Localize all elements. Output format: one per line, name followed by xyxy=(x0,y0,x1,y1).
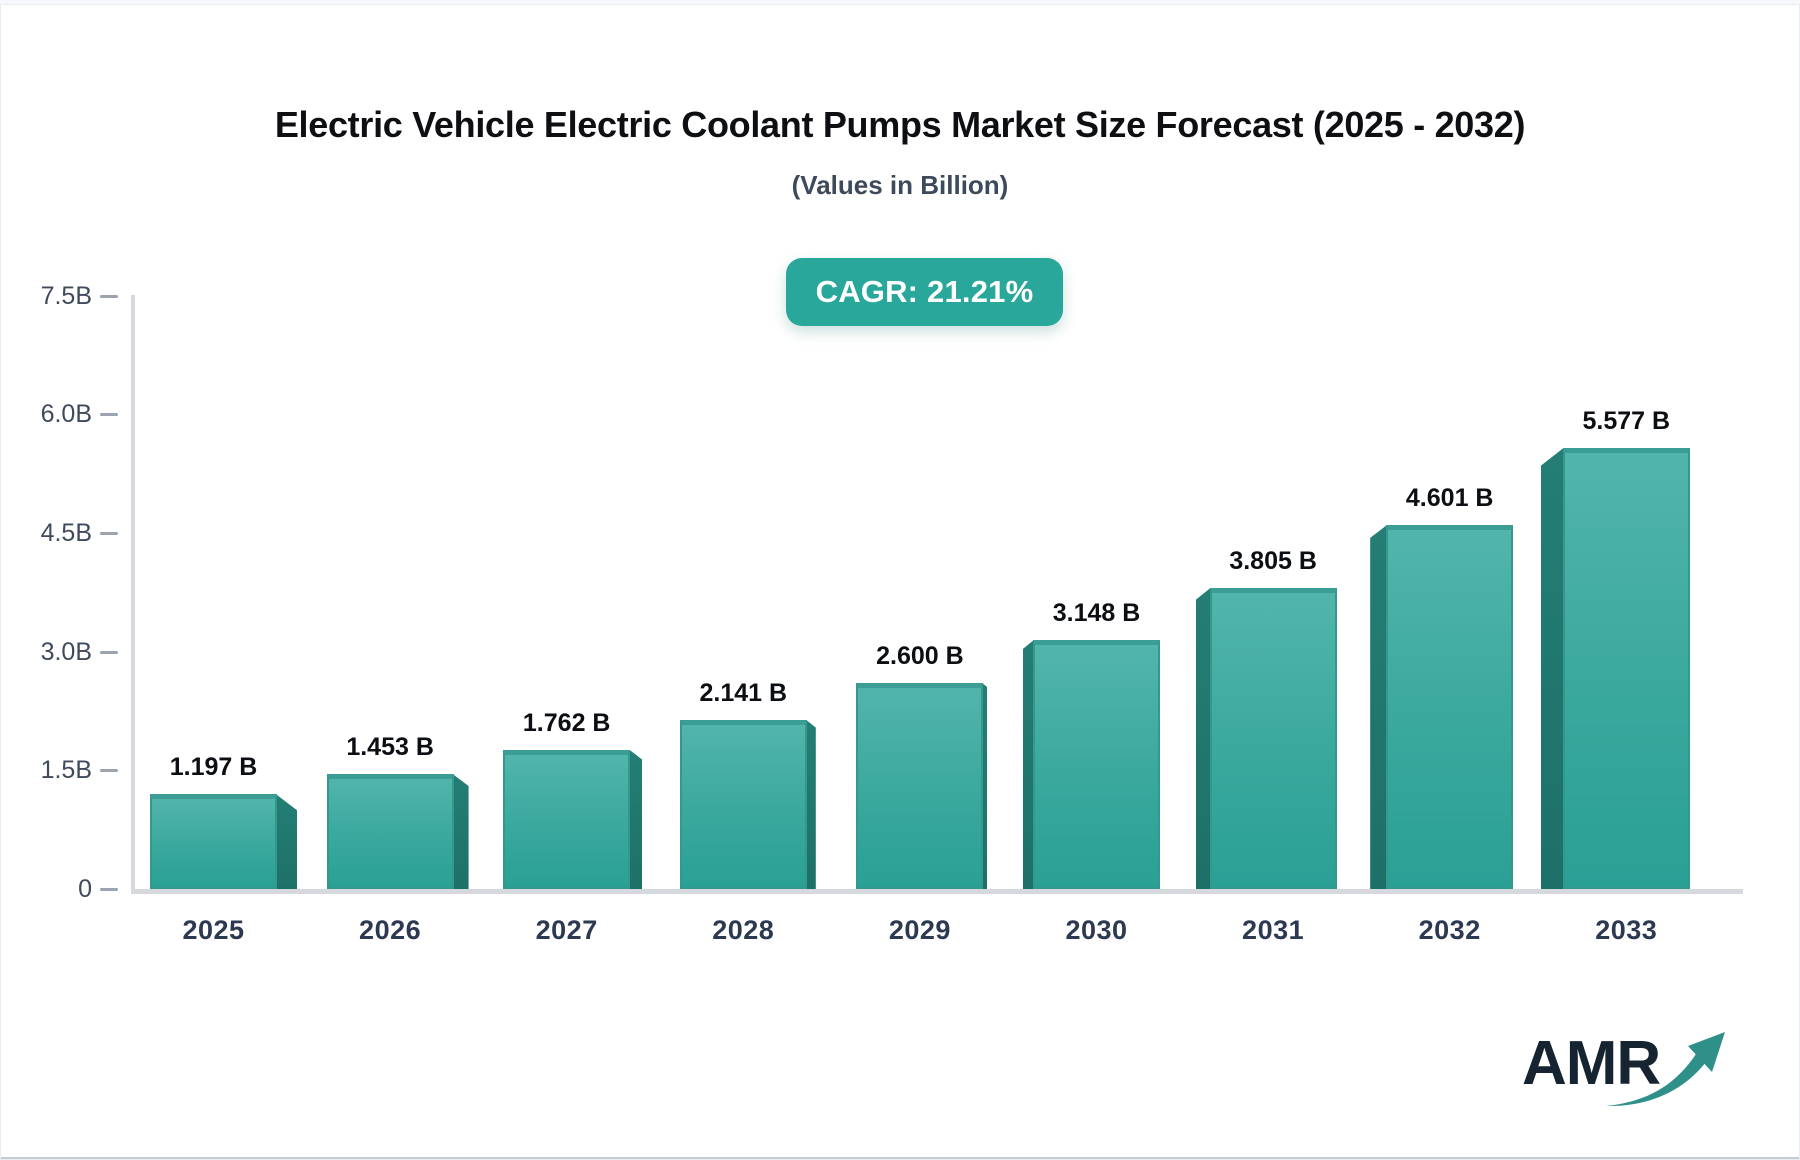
bar-side-2031 xyxy=(1195,587,1211,894)
x-tick-label-2028: 2028 xyxy=(712,915,775,945)
y-tick-label-3: 3.0B xyxy=(40,637,92,666)
bar-value-label-2026: 1.453 B xyxy=(346,733,434,762)
bar-2033[interactable] xyxy=(1562,447,1690,889)
bar-value-label-2025: 1.197 B xyxy=(169,753,258,782)
bar-2032[interactable] xyxy=(1386,524,1514,889)
bar-2027[interactable] xyxy=(503,749,631,889)
bar-side-2025 xyxy=(276,794,297,894)
bar-value-label-2028: 2.141 B xyxy=(699,678,788,707)
x-tick-label-2027: 2027 xyxy=(535,915,598,945)
x-tick-label-2030: 2030 xyxy=(1065,915,1128,945)
bar-side-2029 xyxy=(982,683,988,894)
x-tick-label-2031: 2031 xyxy=(1242,915,1305,945)
plot-area: 7.5B 6.0B 4.5B 3.0B 1.5B 0 1.197 B 2025 1.453 B 2… xyxy=(0,4,1800,1160)
bar-value-label-2027: 1.762 B xyxy=(522,708,611,737)
x-tick-label-2032: 2032 xyxy=(1418,915,1481,945)
y-tick-mark-1 xyxy=(100,413,118,417)
x-tick-label-2033: 2033 xyxy=(1595,915,1658,945)
page-title: Electric Vehicle Electric Coolant Pumps … xyxy=(274,104,1526,145)
bar-side-2026 xyxy=(452,774,469,894)
y-tick-label-2: 4.5B xyxy=(40,518,92,547)
bar-2029[interactable] xyxy=(856,683,984,889)
bar-2030[interactable] xyxy=(1033,639,1160,889)
bar-value-label-2031: 3.805 B xyxy=(1229,546,1317,575)
amr-logo-text: AMR xyxy=(1522,1029,1661,1098)
x-tick-label-2029: 2029 xyxy=(888,915,951,945)
bar-value-label-2032: 4.601 B xyxy=(1405,483,1494,512)
bar-side-2028 xyxy=(805,719,816,894)
x-axis-line xyxy=(131,889,1743,894)
y-tick-mark-5 xyxy=(100,888,118,891)
bar-2031[interactable] xyxy=(1209,587,1337,889)
bar-side-2033 xyxy=(1540,447,1564,894)
bar-value-label-2033: 5.577 B xyxy=(1582,406,1671,435)
y-tick-mark-0 xyxy=(100,294,118,298)
cagr-badge: CAGR: 21.21% xyxy=(786,258,1063,326)
y-tick-label-4: 1.5B xyxy=(40,756,92,785)
bar-side-2032 xyxy=(1370,524,1388,894)
logo-arrow-icon xyxy=(1606,1032,1725,1107)
y-tick-label-5: 0 xyxy=(78,875,92,903)
y-tick-label-0: 7.5B xyxy=(40,281,92,310)
bar-2025[interactable] xyxy=(150,794,277,889)
y-tick-mark-3 xyxy=(100,650,118,654)
bar-2026[interactable] xyxy=(326,774,454,889)
bar-value-label-2029: 2.600 B xyxy=(876,642,964,671)
x-tick-label-2025: 2025 xyxy=(182,915,245,945)
y-axis-line xyxy=(131,295,135,894)
bar-2028[interactable] xyxy=(679,719,807,889)
y-tick-mark-4 xyxy=(100,769,118,773)
bar-side-2030 xyxy=(1023,639,1034,894)
bar-side-2027 xyxy=(629,749,643,894)
amr-logo: AMR xyxy=(1522,1028,1732,1118)
page-subtitle: (Values in Billion) xyxy=(791,170,1009,200)
bar-value-label-2030: 3.148 B xyxy=(1052,598,1141,627)
y-tick-mark-2 xyxy=(100,531,118,535)
x-tick-label-2026: 2026 xyxy=(359,915,422,945)
y-tick-label-1: 6.0B xyxy=(40,400,92,429)
